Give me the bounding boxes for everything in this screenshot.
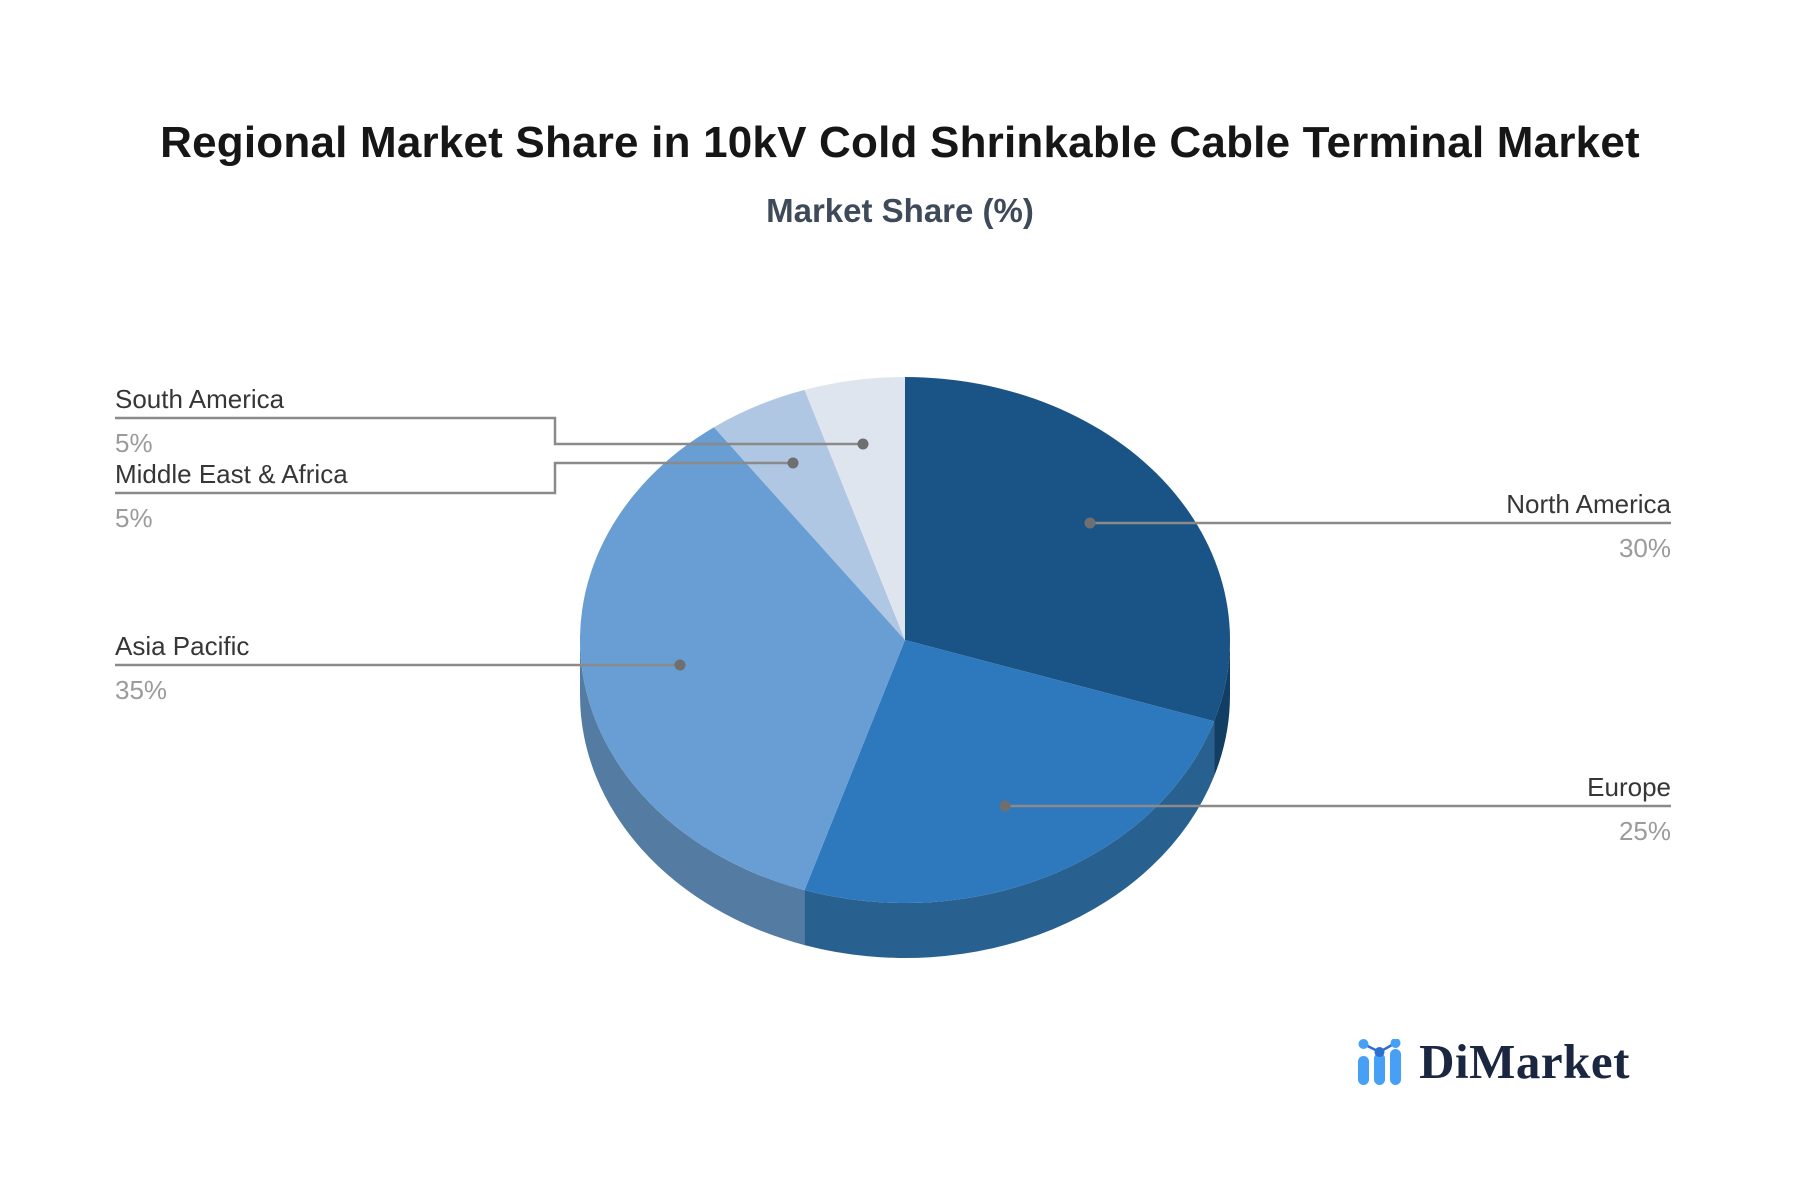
pie-slice-asia-pacific[interactable] bbox=[580, 427, 905, 891]
leader-dot-asia-pacific bbox=[674, 659, 686, 671]
pie-group bbox=[580, 377, 1230, 958]
pie-slice-middle-east-and-africa[interactable] bbox=[713, 389, 905, 640]
pie-slice-depth-north-america bbox=[1214, 640, 1230, 777]
leader-dot-europe bbox=[999, 800, 1011, 812]
slice-label-south-america: South America bbox=[115, 384, 285, 414]
slice-value-north-america: 30% bbox=[1618, 533, 1671, 563]
pie-slice-depth-europe bbox=[804, 721, 1215, 958]
leader-dots bbox=[674, 438, 1096, 812]
slice-value-south-america: 5% bbox=[115, 428, 153, 458]
pie-slice-depth-asia-pacific bbox=[580, 640, 805, 946]
leader-lines bbox=[115, 416, 1671, 808]
slice-label-asia-pacific: Asia Pacific bbox=[115, 631, 250, 661]
slice-value-middle-east-africa: 5% bbox=[115, 503, 153, 533]
slice-label-north-america: North America bbox=[1506, 489, 1671, 519]
leader-dot-south-america bbox=[857, 438, 869, 450]
chart-subtitle: Market Share (%) bbox=[766, 192, 1034, 229]
slice-label-middle-east-africa: Middle East & Africa bbox=[115, 459, 348, 489]
slice-value-europe: 25% bbox=[1618, 816, 1671, 846]
slice-value-asia-pacific: 35% bbox=[115, 675, 168, 705]
leader-dot-middle-east-africa bbox=[787, 457, 799, 469]
brand-logo-chart-icon bbox=[1358, 1039, 1402, 1085]
brand-logo-text: DiMarket bbox=[1419, 1034, 1630, 1089]
leader-line-middle-east-africa bbox=[115, 461, 793, 495]
brand-logo: DiMarket bbox=[1356, 1036, 1630, 1088]
slice-label-europe: Europe bbox=[1587, 772, 1671, 802]
pie-slice-north-america[interactable] bbox=[905, 377, 1230, 722]
pie-slice-europe[interactable] bbox=[804, 640, 1215, 903]
chart-title: Regional Market Share in 10kV Cold Shrin… bbox=[160, 118, 1640, 167]
leader-dot-north-america bbox=[1084, 517, 1096, 529]
leader-line-south-america bbox=[115, 416, 863, 446]
